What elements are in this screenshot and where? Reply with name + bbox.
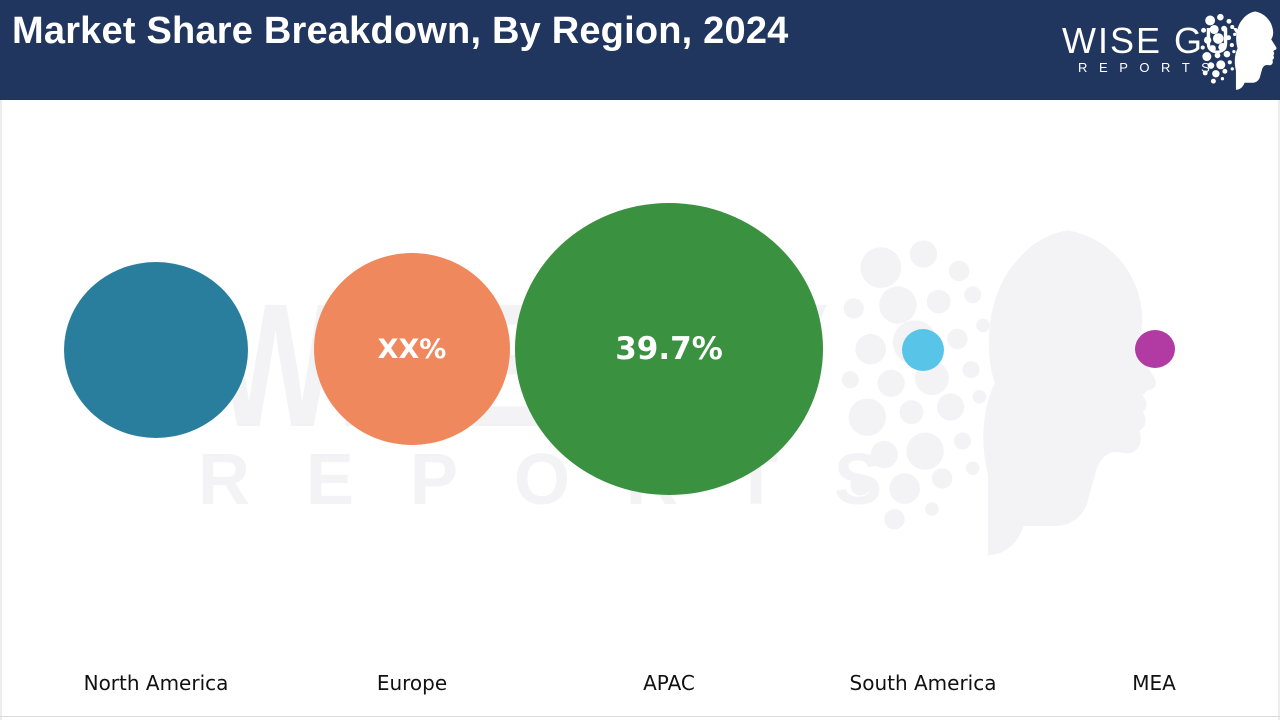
bubble-value-label: XX%	[377, 333, 447, 365]
header-bar: Market Share Breakdown, By Region, 2024 …	[0, 0, 1280, 100]
bubble-value-label: 39.7%	[615, 331, 723, 367]
bubble-europe[interactable]: XX%	[314, 253, 510, 445]
page-title: Market Share Breakdown, By Region, 2024	[12, 10, 789, 52]
wise-guy-reports-logo: WISE GUY R E P O R T S	[1020, 0, 1280, 100]
category-label-north-america: North America	[83, 671, 229, 695]
logo-tagline-text: R E P O R T S	[1078, 60, 1214, 75]
category-label-south-america: South America	[849, 671, 997, 695]
watermark-head-icon	[824, 220, 1169, 560]
bubble-south-america[interactable]	[902, 329, 944, 371]
category-label-mea: MEA	[1132, 671, 1176, 695]
category-label-apac: APAC	[643, 671, 695, 695]
bubble-north-america[interactable]	[64, 262, 248, 438]
dotted-head-icon	[1197, 6, 1279, 94]
category-label-europe: Europe	[376, 671, 448, 695]
bubble-mea[interactable]	[1135, 330, 1175, 368]
bubble-apac[interactable]: 39.7%	[515, 203, 823, 495]
bottom-divider	[0, 716, 1280, 717]
